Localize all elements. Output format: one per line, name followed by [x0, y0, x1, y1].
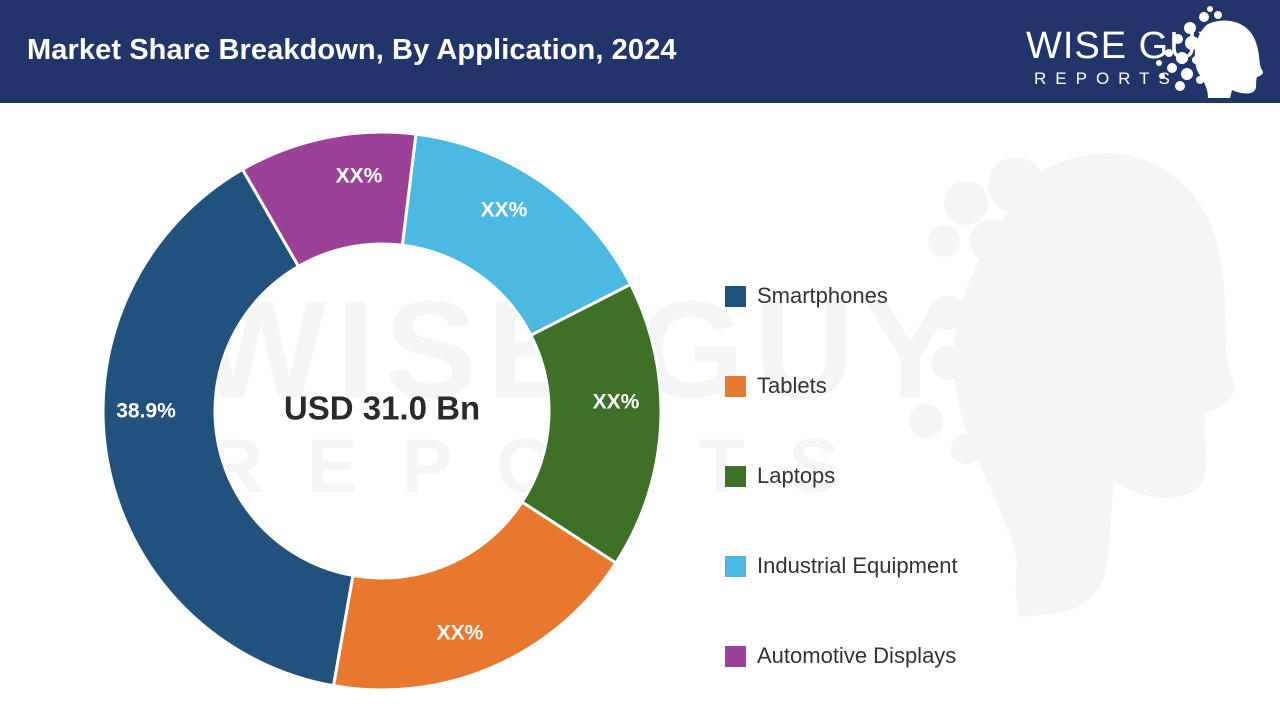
legend-swatch-industrial-equipment [725, 555, 746, 577]
legend-label-smartphones: Smartphones [757, 283, 888, 308]
legend-swatch-laptops [725, 465, 746, 487]
slice-label-smartphones: 38.9% [116, 400, 176, 423]
slice-automotive-displays[interactable] [240, 130, 418, 269]
slice-laptops[interactable] [519, 282, 663, 566]
donut-chart: 38.9% XX% XX% XX% XX% USD 31.0 Bn [0, 103, 720, 720]
donut-slice-labels: 38.9% XX% XX% XX% XX% [116, 165, 639, 645]
legend-swatch-smartphones [725, 285, 746, 307]
wiseguy-reports-logo: WISE GUY REPORTS [1012, 6, 1274, 98]
slice-label-laptops: XX% [593, 391, 640, 414]
legend-item-industrial-equipment[interactable]: Industrial Equipment [725, 521, 1145, 611]
legend-item-smartphones[interactable]: Smartphones [725, 251, 1145, 341]
slice-label-tablets: XX% [437, 622, 484, 645]
legend-swatch-automotive-displays [725, 645, 746, 667]
legend-label-tablets: Tablets [757, 373, 827, 398]
legend-item-laptops[interactable]: Laptops [725, 431, 1145, 521]
logo-wordmark-line2: REPORTS [1034, 69, 1179, 88]
slice-label-automotive-displays: XX% [336, 165, 383, 188]
chart-legend: Smartphones Tablets Laptops Industrial E… [725, 251, 1145, 701]
chart-body: WISE GUY REPORTS [0, 103, 1280, 720]
logo-head-profile-icon [1156, 6, 1263, 98]
legend-item-automotive-displays[interactable]: Automotive Displays [725, 611, 1145, 701]
slice-industrial-equipment[interactable] [400, 132, 633, 338]
slice-label-industrial-equipment: XX% [481, 199, 528, 222]
slice-smartphones[interactable] [101, 167, 355, 688]
donut-slices [101, 130, 663, 692]
page-header: Market Share Breakdown, By Application, … [0, 0, 1280, 103]
page-title: Market Share Breakdown, By Application, … [27, 34, 677, 66]
legend-item-tablets[interactable]: Tablets [725, 341, 1145, 431]
center-value-label: USD 31.0 Bn [284, 390, 480, 427]
legend-swatch-tablets [725, 375, 746, 397]
legend-label-industrial-equipment: Industrial Equipment [757, 553, 958, 578]
legend-label-automotive-displays: Automotive Displays [757, 643, 957, 668]
legend-label-laptops: Laptops [757, 463, 836, 488]
slice-tablets[interactable] [331, 499, 619, 692]
